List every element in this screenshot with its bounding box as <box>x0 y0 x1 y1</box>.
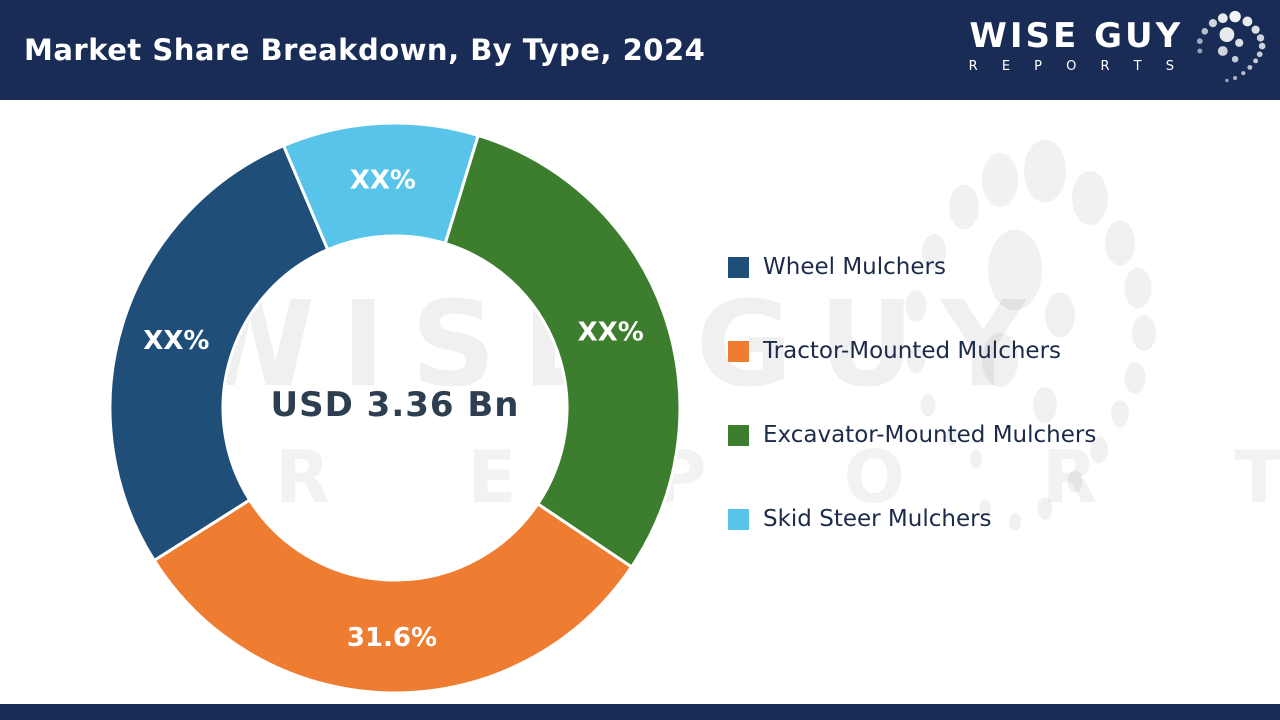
chart-legend: Wheel Mulchers Tractor-Mounted Mulchers … <box>728 254 1096 532</box>
legend-label: Excavator-Mounted Mulchers <box>763 422 1097 448</box>
slice-label: XX% <box>143 326 209 356</box>
legend-swatch-icon <box>728 340 749 362</box>
donut-center-value: USD 3.36 Bn <box>270 385 520 425</box>
brand-head-icon <box>1196 10 1266 83</box>
donut-slice <box>152 498 634 695</box>
brand-logo: WISE GUY R E P O R T S <box>969 16 1184 74</box>
legend-swatch-icon <box>728 256 749 278</box>
brand-subtitle: R E P O R T S <box>968 58 1184 74</box>
slice-label: XX% <box>578 317 644 347</box>
legend-item-excavator-mounted-mulchers: Excavator-Mounted Mulchers <box>728 422 1096 448</box>
donut-slice <box>108 144 330 563</box>
legend-label: Tractor-Mounted Mulchers <box>763 338 1062 364</box>
page-title: Market Share Breakdown, By Type, 2024 <box>24 33 706 67</box>
watermark-head-dots <box>905 139 1156 531</box>
legend-item-tractor-mounted-mulchers: Tractor-Mounted Mulchers <box>728 338 1096 364</box>
donut-slice <box>282 121 480 252</box>
slice-label: 31.6% <box>347 623 437 653</box>
legend-item-wheel-mulchers: Wheel Mulchers <box>728 254 1096 280</box>
header-bar: Market Share Breakdown, By Type, 2024 WI… <box>0 0 1280 100</box>
footer-bar <box>0 704 1280 720</box>
donut-slice <box>443 133 682 569</box>
watermark-text-line2: R E P O R T S <box>275 435 1280 519</box>
donut-chart-area: XX% 31.6% XX% XX% <box>85 98 705 718</box>
legend-swatch-icon <box>728 508 749 530</box>
legend-label: Wheel Mulchers <box>763 254 946 280</box>
legend-swatch-icon <box>728 424 749 446</box>
slice-label: XX% <box>350 165 416 195</box>
legend-label: Skid Steer Mulchers <box>763 506 992 532</box>
brand-name: WISE GUY <box>969 16 1184 56</box>
legend-item-skid-steer-mulchers: Skid Steer Mulchers <box>728 506 1096 532</box>
donut-chart: XX% 31.6% XX% XX% <box>108 121 682 695</box>
